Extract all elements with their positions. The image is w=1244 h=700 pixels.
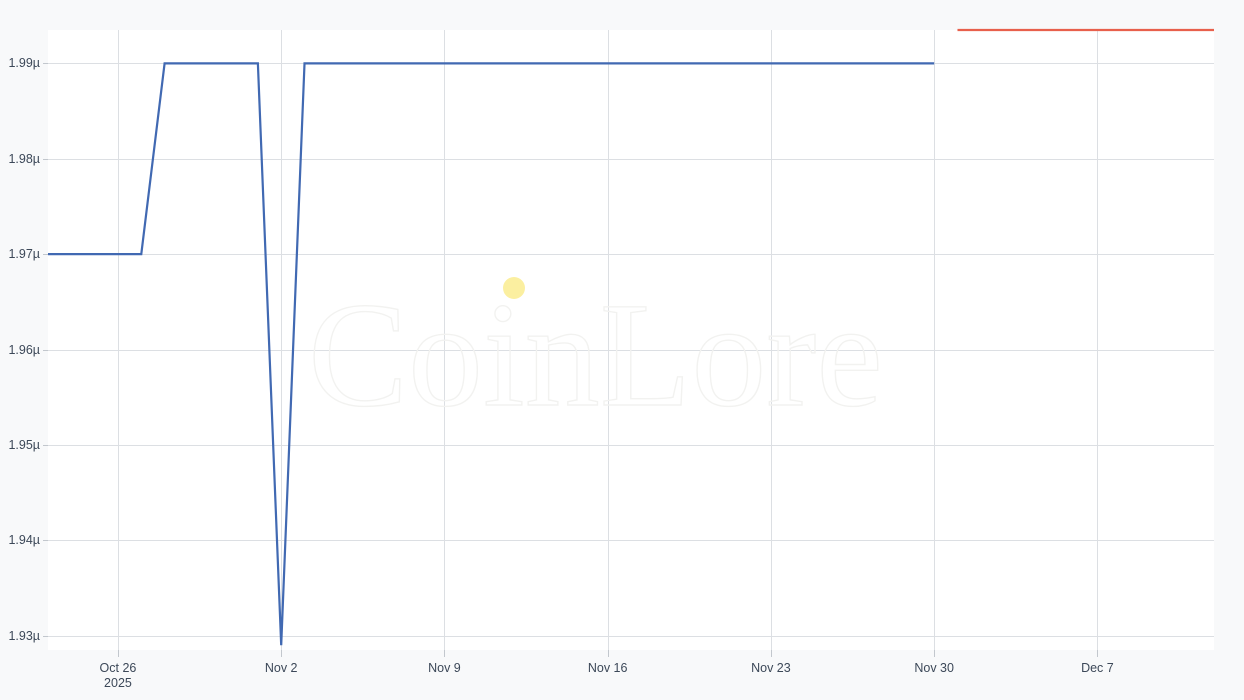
y-axis-tick-mark [43,350,48,351]
gridline-horizontal [48,159,1214,160]
x-axis-tick-mark [608,650,609,657]
y-axis-tick-label: 1.95µ [8,437,40,452]
y-axis-tick-mark [43,636,48,637]
x-axis-tick-label: Nov 16 [587,661,628,675]
y-axis-tick-label: 1.97µ [8,247,40,262]
x-axis-tick-mark [118,650,119,657]
x-axis-tick-label: Nov 2 [264,661,298,675]
x-axis-tick-mark [444,650,445,657]
y-axis-tick-mark [43,540,48,541]
y-axis-tick-label: 1.98µ [8,151,40,166]
x-axis-tick-mark [934,650,935,657]
gridline-vertical [771,30,772,650]
y-axis-tick-mark [43,445,48,446]
gridline-vertical [1097,30,1098,650]
x-axis-tick-mark [281,650,282,657]
series-line-price [48,62,935,646]
gridline-horizontal [48,636,1214,637]
y-axis-tick-mark [43,159,48,160]
y-axis-tick-label: 1.99µ [8,56,40,71]
y-axis-tick-label: 1.94µ [8,533,40,548]
x-axis-year-label: 2025 [104,676,132,690]
gridline-vertical [281,30,282,650]
x-axis-tick-label: Nov 9 [428,661,461,675]
x-axis-tick-mark [771,650,772,657]
gridline-vertical [608,30,609,650]
gridline-vertical [934,30,935,650]
gridline-horizontal [48,445,1214,446]
x-axis-tick-label: Nov 30 [914,661,954,675]
series-layer [48,28,1214,646]
gridline-horizontal [48,540,1214,541]
gridline-vertical [444,30,445,650]
highlight-dot-marker [503,276,526,299]
y-axis-tick-label: 1.96µ [8,342,40,357]
x-axis-tick-mark [1097,650,1098,657]
y-axis-tick-mark [43,63,48,64]
y-axis-tick-mark [43,254,48,255]
gridline-horizontal [48,350,1214,351]
plot-area: CoinLore [48,28,1214,650]
x-axis-tick-label: Oct 26 2025 [58,661,178,691]
y-axis-tick-label: 1.93µ [8,628,40,643]
gridline-vertical [118,30,119,650]
x-axis-tick-label: Dec 7 [1081,661,1114,675]
x-axis-tick-label: Nov 23 [751,661,791,675]
gridline-horizontal [48,254,1214,255]
